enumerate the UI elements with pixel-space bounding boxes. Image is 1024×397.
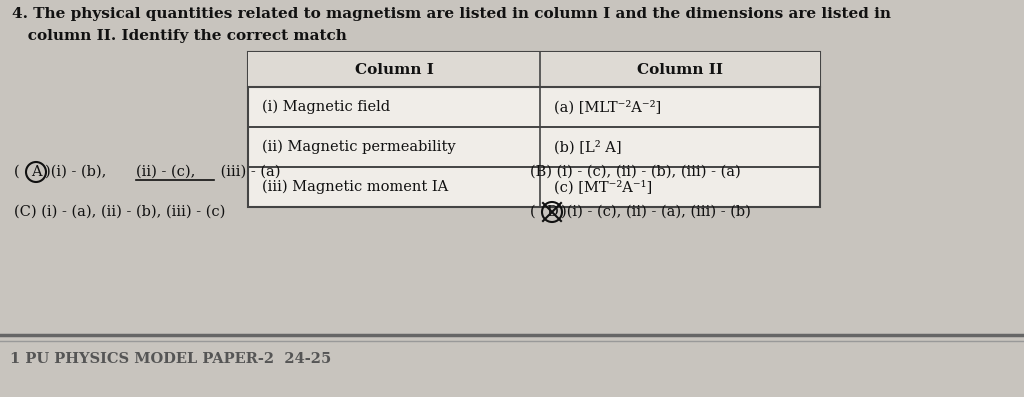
- Text: (ii) - (c),: (ii) - (c),: [136, 165, 196, 179]
- Text: )(i) - (b),: )(i) - (b),: [45, 165, 111, 179]
- Text: (a) [MLT⁻²A⁻²]: (a) [MLT⁻²A⁻²]: [554, 100, 662, 114]
- Text: )(i) - (c), (ii) - (a), (iii) - (b): )(i) - (c), (ii) - (a), (iii) - (b): [561, 205, 751, 219]
- Bar: [248, 52, 820, 87]
- Bar: [248, 52, 820, 207]
- Text: (b) [L² A]: (b) [L² A]: [554, 140, 622, 154]
- Text: (B) (i) - (c), (ii) - (b), (iii) - (a): (B) (i) - (c), (ii) - (b), (iii) - (a): [530, 165, 740, 179]
- Text: Column I: Column I: [354, 62, 433, 77]
- Text: (ii) Magnetic permeability: (ii) Magnetic permeability: [262, 140, 456, 154]
- Text: Column II: Column II: [637, 62, 723, 77]
- Text: (i) Magnetic field: (i) Magnetic field: [262, 100, 390, 114]
- Text: (: (: [14, 165, 19, 179]
- Text: A: A: [31, 165, 41, 179]
- Text: (C) (i) - (a), (ii) - (b), (iii) - (c): (C) (i) - (a), (ii) - (b), (iii) - (c): [14, 205, 225, 219]
- Text: (: (: [530, 205, 536, 219]
- Text: D: D: [546, 205, 558, 219]
- Text: (iii) Magnetic moment IA: (iii) Magnetic moment IA: [262, 180, 449, 194]
- Text: 4. The physical quantities related to magnetism are listed in column I and the d: 4. The physical quantities related to ma…: [12, 7, 891, 21]
- Text: column II. Identify the correct match: column II. Identify the correct match: [12, 29, 347, 43]
- Text: (iii) - (a): (iii) - (a): [216, 165, 281, 179]
- Text: (c) [MT⁻²A⁻¹]: (c) [MT⁻²A⁻¹]: [554, 180, 652, 194]
- Text: 1 PU PHYSICS MODEL PAPER-2  24-25: 1 PU PHYSICS MODEL PAPER-2 24-25: [10, 352, 331, 366]
